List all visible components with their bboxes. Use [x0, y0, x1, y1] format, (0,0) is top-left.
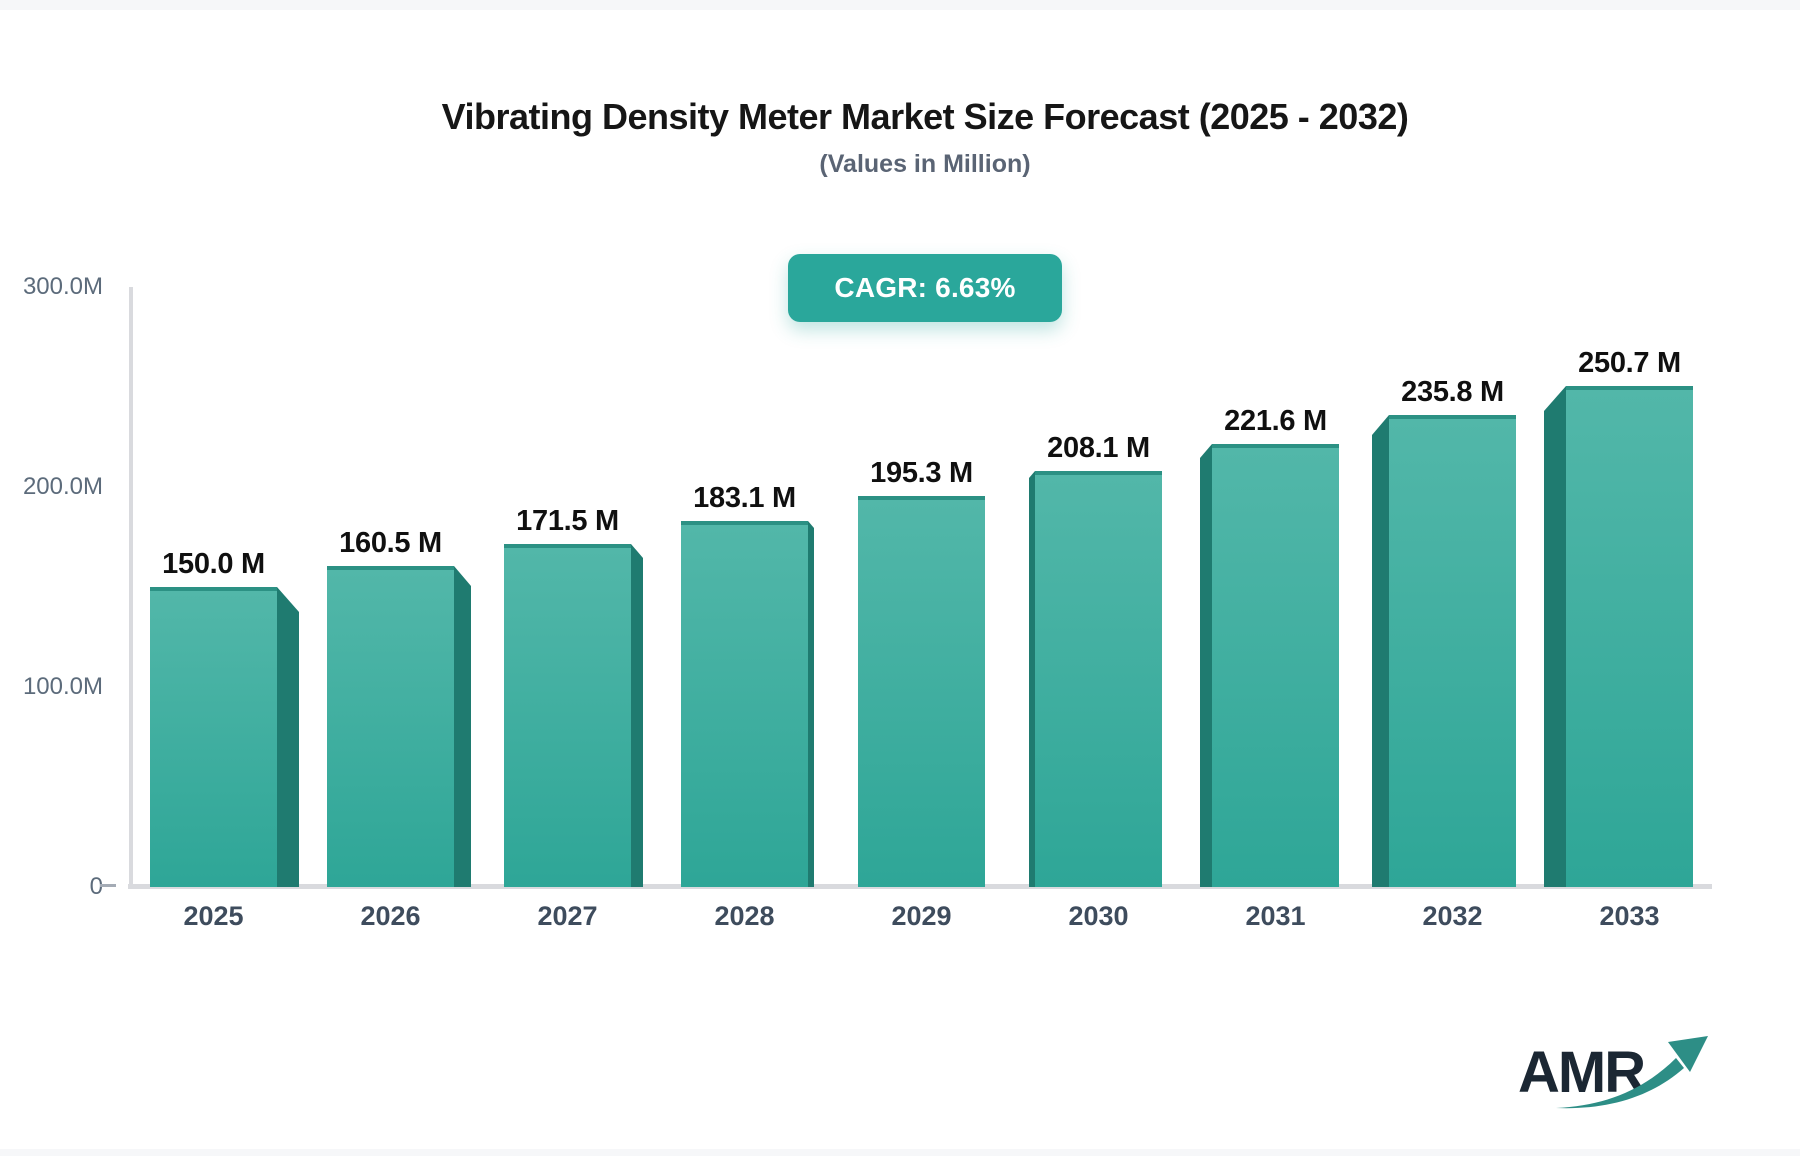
bar-2029[interactable] — [858, 496, 985, 887]
x-axis-label: 2026 — [360, 901, 421, 931]
bar-3d-side — [631, 544, 643, 887]
bar-value-label: 183.1 M — [693, 482, 796, 514]
cagr-badge: CAGR: 6.63% — [788, 254, 1062, 322]
bar-2031[interactable] — [1212, 444, 1339, 887]
bar-3d-side — [1372, 415, 1389, 887]
bar-value-label: 208.1 M — [1047, 432, 1150, 464]
y-axis-label: 200.0M — [22, 473, 103, 500]
bar-2026[interactable] — [327, 566, 454, 887]
x-axis-label: 2028 — [714, 901, 775, 931]
x-axis-label: 2027 — [537, 901, 598, 931]
y-axis-zero-tick — [100, 884, 116, 887]
bar-3d-side — [1200, 444, 1212, 887]
bar-value-label: 250.7 M — [1578, 347, 1681, 379]
y-axis-label: 100.0M — [22, 673, 103, 700]
bar-2032[interactable] — [1389, 415, 1516, 887]
bar-3d-side — [277, 587, 299, 887]
bar-2027[interactable] — [504, 544, 631, 887]
bar-3d-side — [808, 521, 814, 887]
growth-arrowhead-icon — [1668, 1036, 1708, 1072]
bar-2033[interactable] — [1566, 386, 1693, 887]
bar-value-label: 160.5 M — [339, 527, 442, 559]
x-axis-label: 2032 — [1422, 901, 1483, 931]
bar-3d-side — [1544, 386, 1566, 887]
page-subtitle: (Values in Million) — [819, 150, 1031, 178]
growth-arrow-icon — [1556, 1058, 1684, 1109]
x-axis-label: 2031 — [1245, 901, 1306, 931]
page-top-border — [0, 0, 1800, 10]
x-axis-label: 2029 — [891, 901, 952, 931]
bar-value-label: 221.6 M — [1224, 405, 1327, 437]
x-axis-label: 2025 — [183, 901, 244, 931]
bar-value-label: 150.0 M — [162, 548, 265, 580]
bar-value-label: 235.8 M — [1401, 376, 1504, 408]
y-axis — [129, 287, 133, 889]
bar-2030[interactable] — [1035, 471, 1162, 887]
chart-header: Vibrating Density Meter Market Size Fore… — [50, 0, 1800, 179]
bar-2028[interactable] — [681, 521, 808, 887]
bar-2025[interactable] — [150, 587, 277, 887]
x-axis-label: 2030 — [1068, 901, 1129, 931]
x-axis-label: 2033 — [1599, 901, 1660, 931]
bar-value-label: 171.5 M — [516, 505, 619, 537]
bar-3d-side — [1029, 471, 1035, 887]
y-axis-label: 0 — [89, 873, 103, 900]
amr-logo: AMR — [1518, 1036, 1708, 1109]
page-title: Vibrating Density Meter Market Size Fore… — [441, 96, 1409, 137]
bar-value-label: 195.3 M — [870, 457, 973, 489]
page-bottom-border — [0, 1149, 1800, 1156]
bar-3d-side — [454, 566, 471, 887]
y-axis-label: 300.0M — [22, 273, 103, 300]
